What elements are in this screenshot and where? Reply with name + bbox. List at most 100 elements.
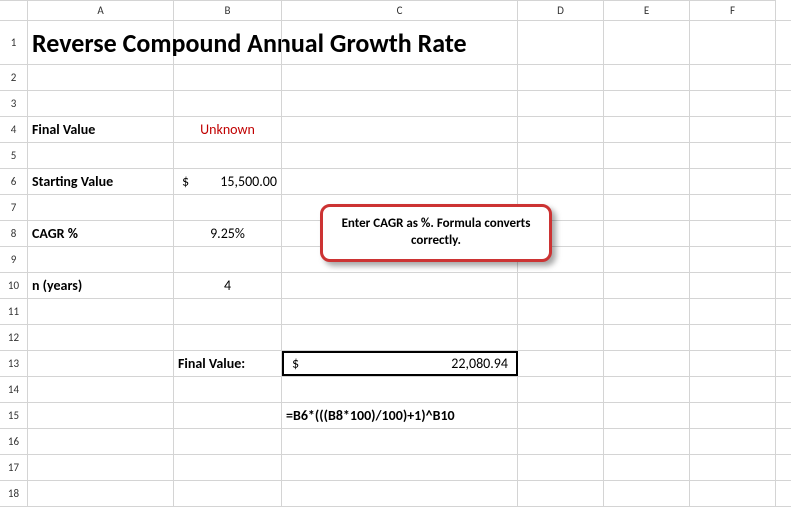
row-header-11[interactable]: 11 — [0, 299, 28, 324]
cell-e10[interactable] — [604, 273, 690, 298]
cell-e17[interactable] — [604, 455, 690, 480]
cell-b13-final-value-out-label[interactable]: Final Value: — [174, 351, 282, 376]
cell-d13[interactable] — [518, 351, 604, 376]
cell-f11[interactable] — [690, 299, 776, 324]
column-header-c[interactable]: C — [282, 0, 518, 20]
cell-d18[interactable] — [518, 481, 604, 506]
cell-e8[interactable] — [604, 221, 690, 246]
cell-b3[interactable] — [174, 91, 282, 116]
cell-a5[interactable] — [28, 143, 174, 168]
cell-e11[interactable] — [604, 299, 690, 324]
cell-d5[interactable] — [518, 143, 604, 168]
cell-f7[interactable] — [690, 195, 776, 220]
cell-a17[interactable] — [28, 455, 174, 480]
row-header-17[interactable]: 17 — [0, 455, 28, 480]
cell-d2[interactable] — [518, 65, 604, 90]
cell-e9[interactable] — [604, 247, 690, 272]
row-header-9[interactable]: 9 — [0, 247, 28, 272]
column-header-a[interactable]: A — [28, 0, 174, 20]
cell-e1[interactable] — [604, 21, 690, 64]
cell-f14[interactable] — [690, 377, 776, 402]
row-header-2[interactable]: 2 — [0, 65, 28, 90]
cell-f17[interactable] — [690, 455, 776, 480]
cell-f2[interactable] — [690, 65, 776, 90]
cell-e2[interactable] — [604, 65, 690, 90]
cell-a18[interactable] — [28, 481, 174, 506]
row-header-3[interactable]: 3 — [0, 91, 28, 116]
callout-note[interactable]: Enter CAGR as %. Formula converts correc… — [320, 204, 552, 262]
row-header-18[interactable]: 18 — [0, 481, 28, 506]
cell-a11[interactable] — [28, 299, 174, 324]
row-header-13[interactable]: 13 — [0, 351, 28, 376]
cell-c13-result[interactable]: $ 22,080.94 — [282, 351, 518, 376]
column-header-f[interactable]: F — [690, 0, 776, 20]
cell-b7[interactable] — [174, 195, 282, 220]
cell-c17[interactable] — [282, 455, 518, 480]
cell-b4-unknown[interactable]: Unknown — [174, 117, 282, 142]
select-all-corner[interactable] — [0, 0, 28, 20]
cell-d6[interactable] — [518, 169, 604, 194]
cell-b18[interactable] — [174, 481, 282, 506]
cell-b8-cagr-value[interactable]: 9.25% — [174, 221, 282, 246]
cell-a9[interactable] — [28, 247, 174, 272]
cell-e14[interactable] — [604, 377, 690, 402]
cell-f8[interactable] — [690, 221, 776, 246]
cell-e5[interactable] — [604, 143, 690, 168]
row-header-6[interactable]: 6 — [0, 169, 28, 194]
cell-b14[interactable] — [174, 377, 282, 402]
cell-c16[interactable] — [282, 429, 518, 454]
cell-f10[interactable] — [690, 273, 776, 298]
cell-e13[interactable] — [604, 351, 690, 376]
cell-d15[interactable] — [518, 403, 604, 428]
row-header-16[interactable]: 16 — [0, 429, 28, 454]
cell-f18[interactable] — [690, 481, 776, 506]
row-header-4[interactable]: 4 — [0, 117, 28, 142]
cell-a6-starting-value-label[interactable]: Starting Value — [28, 169, 174, 194]
row-header-1[interactable]: 1 — [0, 21, 28, 64]
cell-d1[interactable] — [518, 21, 604, 64]
cell-a10-years-label[interactable]: n (years) — [28, 273, 174, 298]
cell-f1[interactable] — [690, 21, 776, 64]
cell-f9[interactable] — [690, 247, 776, 272]
cell-d3[interactable] — [518, 91, 604, 116]
cell-c6[interactable] — [282, 169, 518, 194]
cell-a2[interactable] — [28, 65, 174, 90]
cell-c1[interactable] — [282, 21, 518, 64]
cell-f6[interactable] — [690, 169, 776, 194]
cell-a3[interactable] — [28, 91, 174, 116]
cell-f4[interactable] — [690, 117, 776, 142]
cell-f5[interactable] — [690, 143, 776, 168]
cell-b2[interactable] — [174, 65, 282, 90]
cell-a1[interactable]: Reverse Compound Annual Growth Rate — [28, 21, 174, 64]
cell-b1[interactable] — [174, 21, 282, 64]
cell-e16[interactable] — [604, 429, 690, 454]
cell-b12[interactable] — [174, 325, 282, 350]
cell-c14[interactable] — [282, 377, 518, 402]
cell-f12[interactable] — [690, 325, 776, 350]
cell-a16[interactable] — [28, 429, 174, 454]
cell-e7[interactable] — [604, 195, 690, 220]
cell-b6-starting-value[interactable]: $ 15,500.00 — [174, 169, 282, 194]
cell-d4[interactable] — [518, 117, 604, 142]
cell-e15[interactable] — [604, 403, 690, 428]
cell-d16[interactable] — [518, 429, 604, 454]
cell-e18[interactable] — [604, 481, 690, 506]
row-header-14[interactable]: 14 — [0, 377, 28, 402]
cell-a8-cagr-label[interactable]: CAGR % — [28, 221, 174, 246]
cell-a13[interactable] — [28, 351, 174, 376]
cell-d14[interactable] — [518, 377, 604, 402]
cell-a14[interactable] — [28, 377, 174, 402]
cell-f16[interactable] — [690, 429, 776, 454]
cell-a7[interactable] — [28, 195, 174, 220]
cell-c15-formula[interactable]: =B6*(((B8*100)/100)+1)^B10 — [282, 403, 518, 428]
row-header-12[interactable]: 12 — [0, 325, 28, 350]
cell-b17[interactable] — [174, 455, 282, 480]
cell-f15[interactable] — [690, 403, 776, 428]
cell-c11[interactable] — [282, 299, 518, 324]
cell-a4-final-value-label[interactable]: Final Value — [28, 117, 174, 142]
row-header-15[interactable]: 15 — [0, 403, 28, 428]
cell-f13[interactable] — [690, 351, 776, 376]
cell-e12[interactable] — [604, 325, 690, 350]
cell-c2[interactable] — [282, 65, 518, 90]
cell-b15[interactable] — [174, 403, 282, 428]
